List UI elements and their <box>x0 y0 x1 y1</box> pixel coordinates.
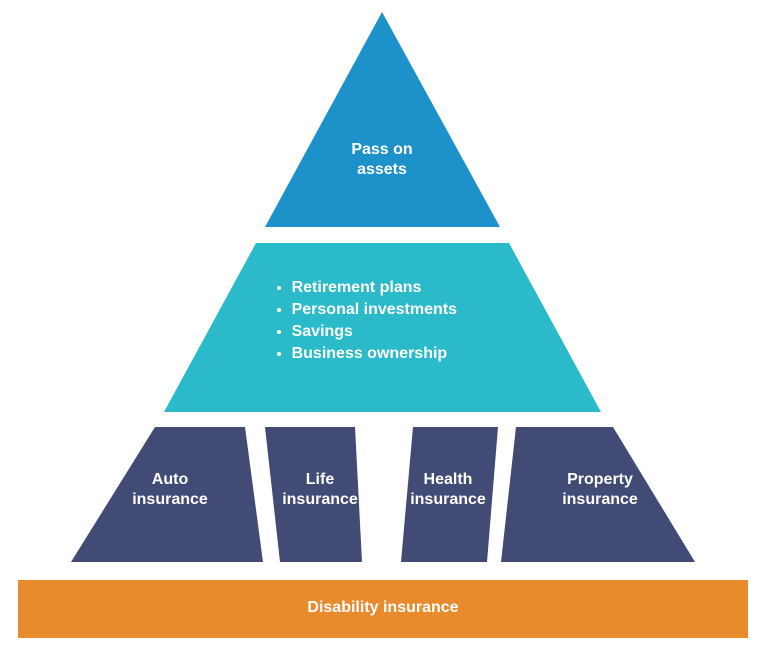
tier-middle-bullets: Retirement plans Personal investments Savi… <box>274 275 534 367</box>
panel-health-label: Healthinsurance <box>398 470 498 510</box>
tier-base-label: Disability insurance <box>18 598 748 618</box>
bullet-item: Personal investments <box>292 301 534 319</box>
panel-property-label: Propertyinsurance <box>535 470 665 510</box>
panel-auto-label: Autoinsurance <box>105 470 235 510</box>
bullet-item: Business ownership <box>292 345 534 363</box>
tier-top-label: Pass onassets <box>320 140 444 180</box>
bullet-item: Savings <box>292 323 534 341</box>
panel-life-label: Lifeinsurance <box>270 470 370 510</box>
pyramid-infographic: Pass onassets Retirement plans Personal i… <box>0 0 765 668</box>
bullet-item: Retirement plans <box>292 279 534 297</box>
